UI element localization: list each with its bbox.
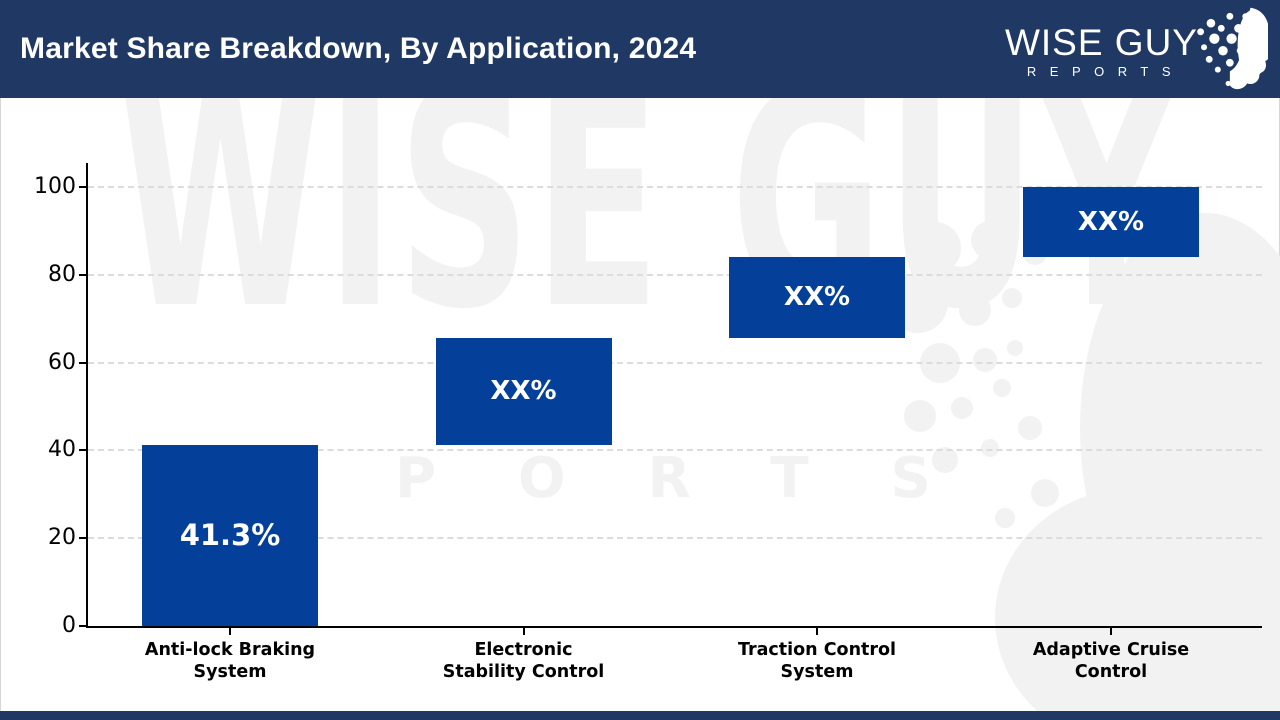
y-tick-label: 0 — [62, 613, 76, 638]
footer-bar — [0, 711, 1280, 720]
y-tick-mark — [79, 186, 88, 188]
bar-value-label: XX% — [490, 376, 557, 407]
gridline — [88, 449, 1262, 452]
x-category-label-line: System — [780, 661, 854, 682]
logo-wiseguy-text: WISE GUY — [1004, 22, 1198, 63]
y-tick-mark — [79, 537, 88, 540]
bar-segment: XX% — [729, 256, 905, 338]
x-category-label-line: Control — [1074, 661, 1148, 682]
gridline — [88, 361, 1262, 364]
logo-text: WISE GUY REPORTS — [1004, 22, 1198, 80]
x-tick-mark — [229, 628, 231, 635]
x-category-label: Traction Control System — [667, 640, 967, 683]
x-category-label: Anti-lock Braking System — [80, 640, 380, 683]
watermark: WISE GUY PORTS — [0, 98, 1280, 711]
x-category-label-line: Anti-lock Braking — [144, 640, 316, 660]
y-axis-line — [86, 163, 88, 628]
x-category-label-line: Adaptive Cruise — [1032, 640, 1190, 660]
x-category-label: Electronic Stability Control — [374, 640, 674, 683]
gridline — [88, 273, 1262, 276]
y-tick-mark — [79, 449, 88, 452]
bar-segment: XX% — [1023, 187, 1199, 257]
x-category-label-line: Traction Control — [737, 640, 897, 660]
x-axis-line — [86, 626, 1262, 628]
bar-value-label: 41.3% — [179, 518, 281, 553]
watermark-face-icon — [888, 213, 1280, 711]
logo-reports-text: REPORTS — [1026, 64, 1185, 79]
x-tick-mark — [522, 628, 525, 635]
y-tick-label: 100 — [34, 174, 76, 199]
x-category-label: Adaptive Cruise Control — [961, 640, 1261, 683]
gridline — [88, 186, 1262, 188]
y-tick-label: 60 — [48, 349, 76, 375]
x-category-label-line: Electronic — [474, 640, 573, 660]
logo-face-icon — [1197, 7, 1268, 90]
bar-value-label: XX% — [783, 282, 851, 313]
x-tick-mark — [816, 628, 818, 635]
wiseguy-logo: WISE GUY REPORTS — [1005, 6, 1268, 92]
y-tick-mark — [79, 361, 88, 364]
y-tick-label: 40 — [48, 437, 76, 463]
y-tick-mark — [79, 273, 88, 276]
watermark-reports-text: PORTS — [395, 446, 1013, 511]
gridline — [88, 537, 1262, 540]
y-tick-label: 20 — [48, 525, 76, 551]
bar-value-label: XX% — [1077, 206, 1145, 237]
x-category-label-line: Stability Control — [442, 661, 605, 682]
page-title: Market Share Breakdown, By Application, … — [20, 32, 697, 65]
header: Market Share Breakdown, By Application, … — [0, 0, 1280, 98]
y-tick-mark — [79, 625, 88, 627]
bar-segment: 41.3% — [142, 444, 318, 626]
x-category-label-line: System — [193, 661, 267, 682]
y-tick-label: 80 — [48, 261, 76, 287]
x-tick-mark — [1110, 628, 1112, 635]
bar-segment: XX% — [435, 337, 612, 445]
